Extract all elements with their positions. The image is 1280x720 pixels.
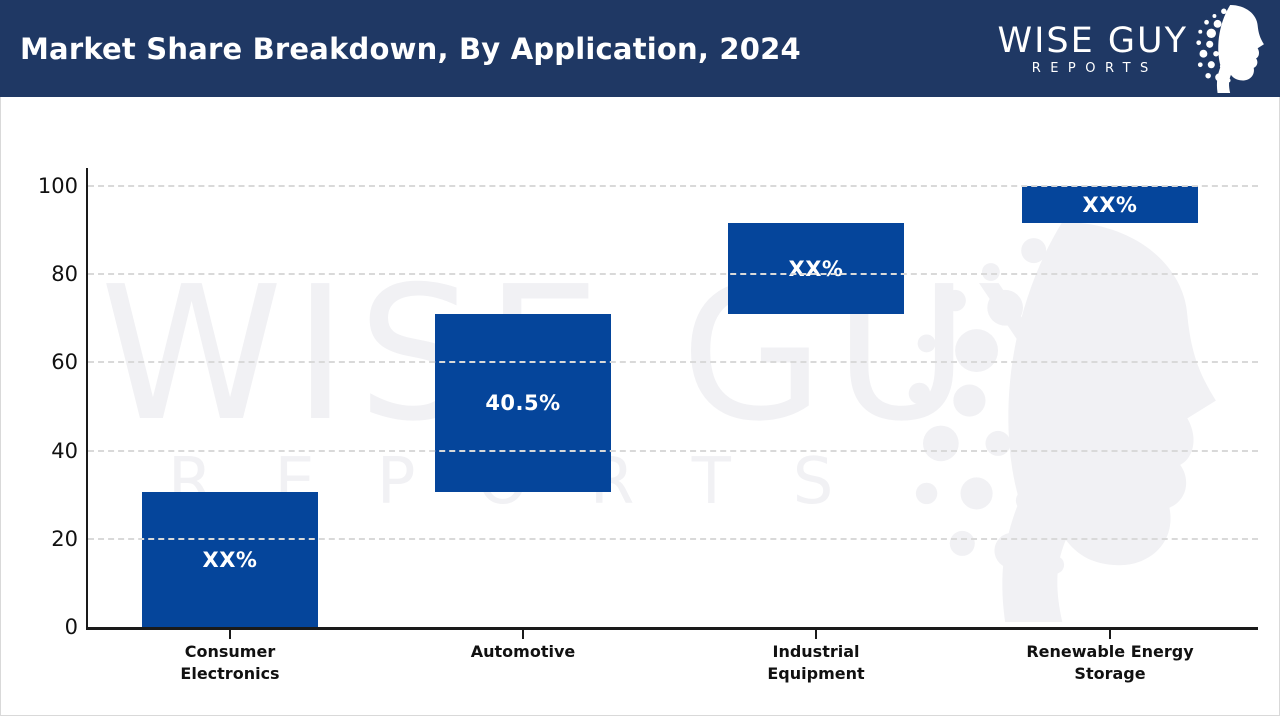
y-tick-label: 100	[37, 174, 78, 198]
y-tick-label: 0	[64, 615, 78, 639]
gridline	[88, 537, 1258, 540]
bar-value-label: XX%	[788, 256, 844, 281]
x-category-label: Consumer Electronics	[100, 641, 360, 685]
page-title: Market Share Breakdown, By Application, …	[20, 31, 801, 66]
wiseguy-head-icon	[1196, 5, 1264, 93]
bar-segment: XX%	[142, 492, 318, 627]
bar-value-label: 40.5%	[485, 391, 561, 416]
bar-segment: XX%	[1022, 186, 1198, 224]
x-tick-mark	[1109, 630, 1111, 639]
x-axis-line	[86, 627, 1258, 630]
x-category-label-line: Storage	[1074, 664, 1146, 683]
x-tick-mark	[815, 630, 817, 639]
bar-value-label: XX%	[1082, 192, 1138, 217]
y-tick-label: 80	[51, 262, 78, 287]
x-category-label-line: Industrial	[772, 642, 860, 661]
y-tick-label: 60	[51, 350, 78, 375]
x-tick-mark	[229, 630, 231, 639]
y-axis-line	[86, 168, 88, 630]
x-category-label: Industrial Equipment	[686, 641, 946, 685]
gridline	[88, 273, 1258, 276]
x-category-label: Renewable Energy Storage	[980, 641, 1240, 685]
x-category-label-line: Consumer	[184, 642, 276, 661]
x-tick-mark	[522, 630, 524, 639]
x-category-label: Automotive	[393, 641, 653, 663]
gridline	[88, 361, 1258, 364]
bar-value-label: XX%	[202, 547, 258, 572]
gridline	[88, 185, 1258, 187]
logo-wordmark: WISE GUY	[997, 20, 1188, 61]
bar-segment: XX%	[728, 223, 904, 314]
bar-segment: 40.5%	[435, 313, 611, 493]
gridline	[88, 449, 1258, 452]
logo-subtext: REPORTS	[1031, 60, 1158, 76]
wiseguy-logo: WISE GUY REPORTS	[997, 4, 1268, 94]
x-category-label-line: Equipment	[767, 664, 865, 683]
x-category-label-line: Renewable Energy	[1026, 642, 1194, 661]
header-bar: Market Share Breakdown, By Application, …	[0, 0, 1280, 97]
y-tick-label: 40	[51, 438, 78, 463]
watermark-head-icon	[908, 222, 1216, 622]
logo-text: WISE GUY REPORTS	[997, 23, 1188, 76]
x-category-label-line: Automotive	[470, 642, 576, 661]
y-tick-label: 20	[51, 526, 78, 551]
x-category-label-line: Electronics	[180, 664, 280, 683]
